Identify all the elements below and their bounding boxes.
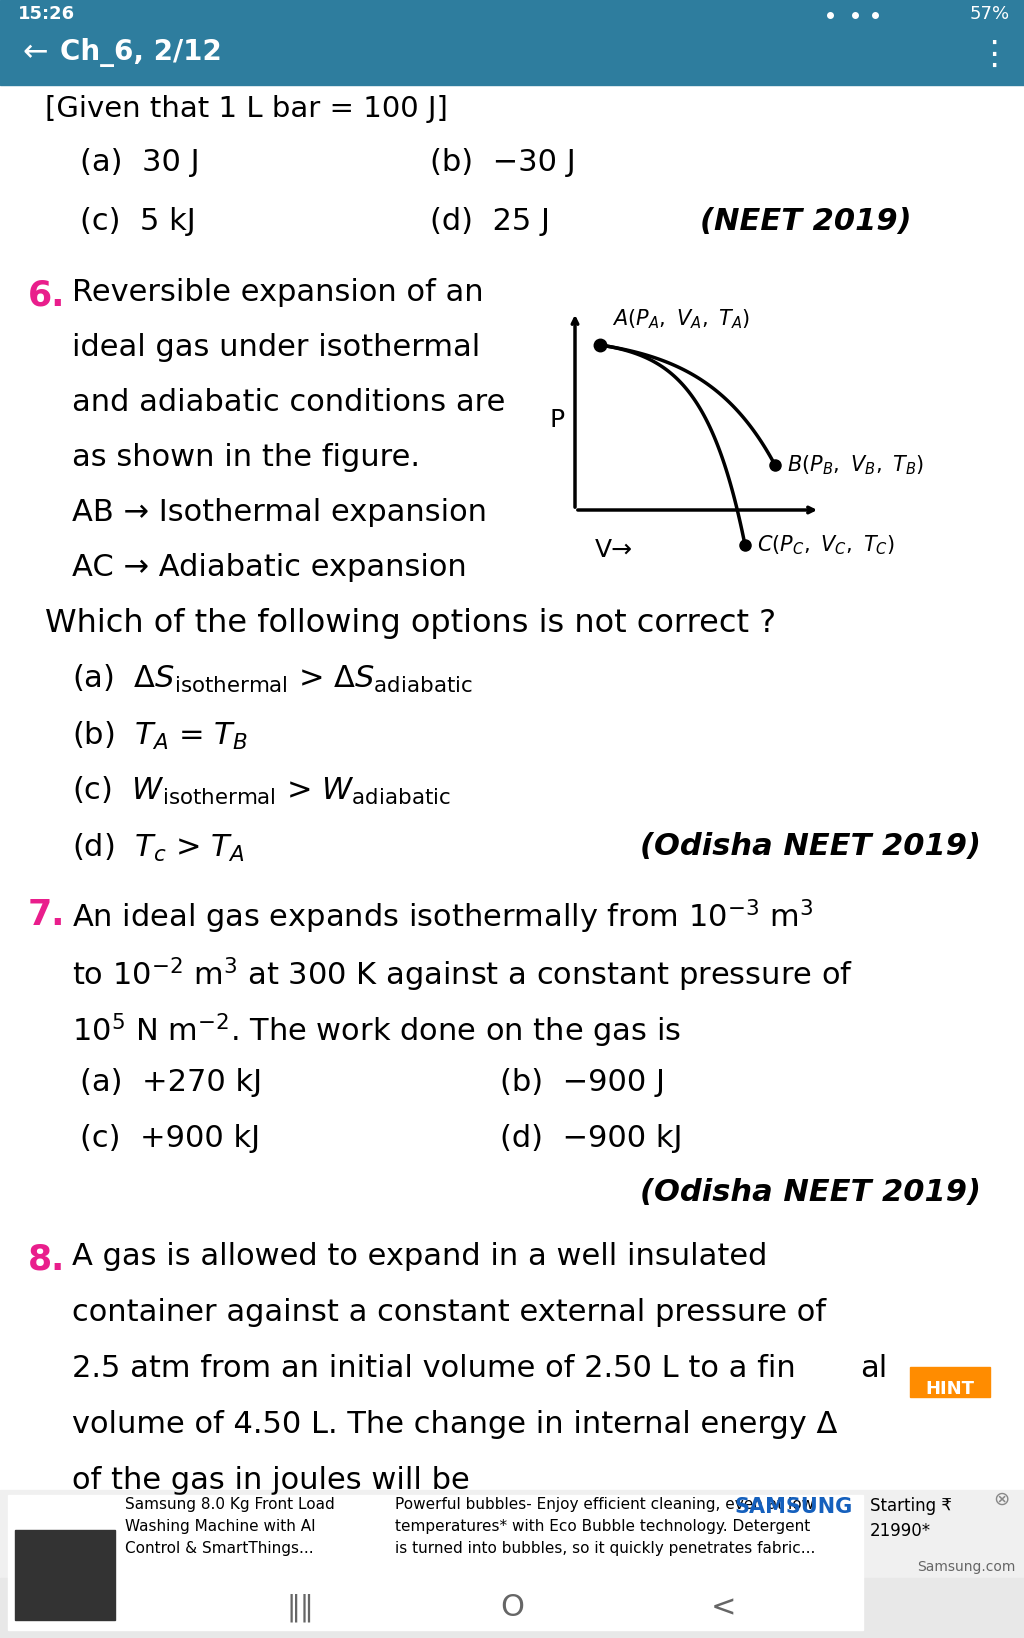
Text: SAMSUNG: SAMSUNG — [735, 1497, 853, 1517]
Text: to $10^{-2}$ m$^3$ at 300 K against a constant pressure of: to $10^{-2}$ m$^3$ at 300 K against a co… — [72, 955, 853, 994]
Text: 57%: 57% — [970, 5, 1010, 23]
Text: <: < — [712, 1594, 736, 1623]
Text: O: O — [500, 1594, 524, 1623]
Text: container against a constant external pressure of: container against a constant external pr… — [72, 1297, 826, 1327]
Text: as shown in the figure.: as shown in the figure. — [72, 442, 420, 472]
Text: al: al — [860, 1355, 887, 1382]
Text: (d)  $T_c$ > $T_A$: (d) $T_c$ > $T_A$ — [72, 832, 245, 865]
Text: Starting ₹
21990*: Starting ₹ 21990* — [870, 1497, 952, 1540]
Text: and adiabatic conditions are: and adiabatic conditions are — [72, 388, 506, 418]
Text: An ideal gas expands isothermally from $10^{-3}$ m$^3$: An ideal gas expands isothermally from $… — [72, 898, 813, 937]
Text: 15:26: 15:26 — [18, 5, 75, 23]
Text: 8.: 8. — [28, 1242, 66, 1276]
Text: (a)  30 J: (a) 30 J — [80, 147, 200, 177]
Text: AB → Isothermal expansion: AB → Isothermal expansion — [72, 498, 487, 527]
Text: ideal gas under isothermal: ideal gas under isothermal — [72, 333, 480, 362]
Text: (d)  −900 kJ: (d) −900 kJ — [500, 1124, 683, 1153]
Text: Reversible expansion of an: Reversible expansion of an — [72, 278, 483, 306]
Text: (a)  +270 kJ: (a) +270 kJ — [80, 1068, 262, 1097]
Bar — [0, 29, 1024, 85]
Text: HINT: HINT — [926, 1379, 975, 1397]
Text: (b)  $T_A$ = $T_B$: (b) $T_A$ = $T_B$ — [72, 721, 248, 752]
Text: (c)  5 kJ: (c) 5 kJ — [80, 206, 196, 236]
Text: Ch_6, 2/12: Ch_6, 2/12 — [60, 38, 222, 67]
Text: P: P — [550, 408, 565, 432]
Text: ←: ← — [22, 38, 47, 67]
Text: 6.: 6. — [28, 278, 66, 311]
Text: of the gas in joules will be: of the gas in joules will be — [72, 1466, 470, 1495]
Text: 2.5 atm from an initial volume of 2.50 L to a fin: 2.5 atm from an initial volume of 2.50 L… — [72, 1355, 796, 1382]
Text: (b)  −900 J: (b) −900 J — [500, 1068, 665, 1097]
Text: (Odisha NEET 2019): (Odisha NEET 2019) — [640, 832, 981, 862]
Text: ‖‖: ‖‖ — [286, 1594, 314, 1622]
Text: [Given that 1 L bar = 100 J]: [Given that 1 L bar = 100 J] — [45, 95, 447, 123]
Text: V→: V→ — [595, 537, 633, 562]
Text: (a)  $\Delta S_\mathrm{isothermal}$ > $\Delta S_\mathrm{adiabatic}$: (a) $\Delta S_\mathrm{isothermal}$ > $\D… — [72, 663, 473, 695]
Bar — [0, 1491, 1024, 1638]
Text: (d)  25 J: (d) 25 J — [430, 206, 550, 236]
Text: (c)  +900 kJ: (c) +900 kJ — [80, 1124, 260, 1153]
Bar — [8, 1495, 863, 1630]
Text: ⊗: ⊗ — [993, 1491, 1010, 1509]
Text: $10^5$ N m$^{-2}$. The work done on the gas is: $10^5$ N m$^{-2}$. The work done on the … — [72, 1012, 681, 1050]
Text: $C(P_C,\ V_C,\ T_C)$: $C(P_C,\ V_C,\ T_C)$ — [757, 534, 895, 557]
Text: $A(P_A,\ V_A,\ T_A)$: $A(P_A,\ V_A,\ T_A)$ — [612, 308, 751, 331]
Text: ⋮: ⋮ — [977, 38, 1010, 70]
Text: (NEET 2019): (NEET 2019) — [700, 206, 911, 236]
Text: (c)  $W_\mathrm{isothermal}$ > $W_\mathrm{adiabatic}$: (c) $W_\mathrm{isothermal}$ > $W_\mathrm… — [72, 775, 451, 808]
Text: Powerful bubbles- Enjoy efficient cleaning, even at low
temperatures* with Eco B: Powerful bubbles- Enjoy efficient cleani… — [395, 1497, 815, 1556]
Text: Samsung.com: Samsung.com — [916, 1559, 1015, 1574]
Text: Samsung 8.0 Kg Front Load
Washing Machine with AI
Control & SmartThings...: Samsung 8.0 Kg Front Load Washing Machin… — [125, 1497, 335, 1556]
Text: (b)  −30 J: (b) −30 J — [430, 147, 575, 177]
Bar — [15, 1530, 115, 1620]
Text: $B(P_B,\ V_B,\ T_B)$: $B(P_B,\ V_B,\ T_B)$ — [787, 454, 925, 477]
Text: AC → Adiabatic expansion: AC → Adiabatic expansion — [72, 554, 467, 581]
Text: Which of the following options is not correct ?: Which of the following options is not co… — [45, 608, 776, 639]
Bar — [0, 0, 1024, 29]
Bar — [0, 1577, 1024, 1638]
Text: 7.: 7. — [28, 898, 66, 932]
Text: (Odisha NEET 2019): (Odisha NEET 2019) — [640, 1178, 981, 1207]
Text: A gas is allowed to expand in a well insulated: A gas is allowed to expand in a well ins… — [72, 1242, 767, 1271]
Text: volume of 4.50 L. The change in internal energy Δ: volume of 4.50 L. The change in internal… — [72, 1410, 838, 1440]
Bar — [910, 1368, 990, 1397]
